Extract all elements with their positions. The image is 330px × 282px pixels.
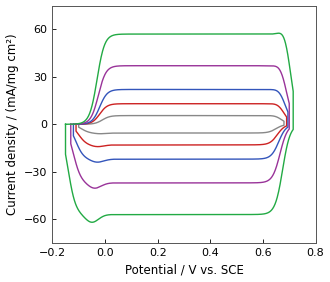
X-axis label: Potential / V vs. SCE: Potential / V vs. SCE <box>124 263 244 276</box>
Y-axis label: Current density / (mA/mg cm²): Current density / (mA/mg cm²) <box>6 34 18 215</box>
